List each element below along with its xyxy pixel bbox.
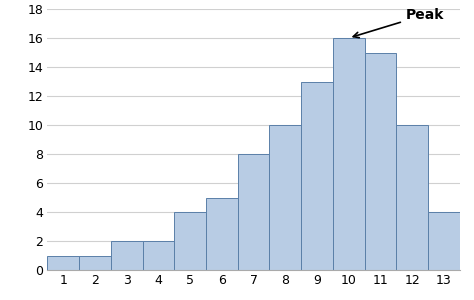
Bar: [333, 38, 365, 270]
Bar: [269, 125, 301, 270]
Bar: [111, 241, 143, 270]
Bar: [174, 212, 206, 270]
Bar: [79, 256, 111, 270]
Bar: [301, 82, 333, 270]
Text: Peak: Peak: [353, 8, 444, 38]
Bar: [238, 154, 269, 270]
Bar: [428, 212, 460, 270]
Bar: [365, 52, 396, 270]
Bar: [396, 125, 428, 270]
Bar: [143, 241, 174, 270]
Bar: [47, 256, 79, 270]
Bar: [206, 197, 238, 270]
